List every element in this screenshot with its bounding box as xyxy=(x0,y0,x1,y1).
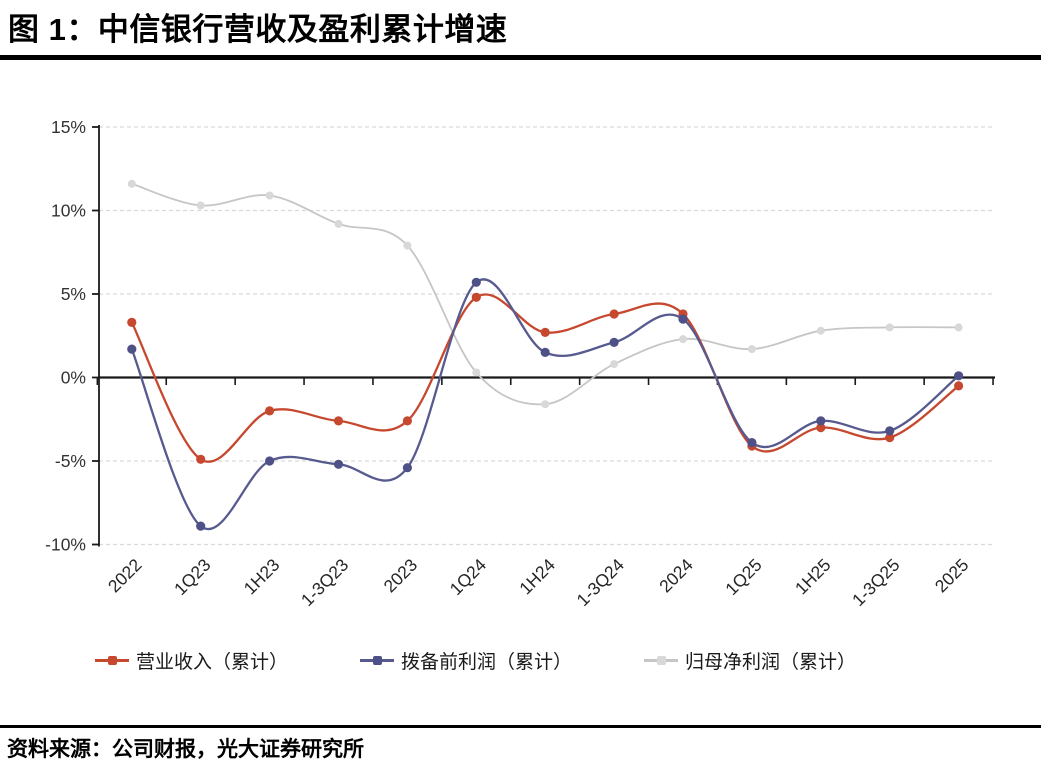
data-point-marker-s2 xyxy=(403,241,412,250)
data-point-marker-s2 xyxy=(885,323,894,332)
data-point-marker-s1 xyxy=(333,459,344,469)
data-point-marker-s0 xyxy=(885,433,895,443)
data-point-marker-s2 xyxy=(816,326,825,335)
x-tick-label: 1Q23 xyxy=(170,555,214,599)
y-tick-label: -10% xyxy=(45,535,86,555)
data-point-marker-s2 xyxy=(127,179,136,188)
y-tick-label: -5% xyxy=(55,451,86,471)
data-point-marker-s2 xyxy=(196,201,205,210)
legend-label-revenue: 营业收入（累计） xyxy=(136,652,289,673)
x-tick-label: 2024 xyxy=(655,555,697,597)
data-point-marker-s1 xyxy=(127,344,137,354)
legend-item-net-profit: 归母净利润（累计） xyxy=(644,647,856,674)
data-point-marker-s1 xyxy=(540,347,550,357)
x-tick-label: 1-3Q24 xyxy=(573,555,629,611)
data-point-marker-s0 xyxy=(265,406,275,416)
source-note: 资料来源：公司财报，光大证券研究所 xyxy=(7,738,364,761)
data-point-marker-s0 xyxy=(402,416,412,426)
x-tick-label: 1Q25 xyxy=(721,555,765,599)
data-point-marker-s2 xyxy=(541,400,550,409)
x-tick-label: 1Q24 xyxy=(446,554,491,599)
y-tick-label: 5% xyxy=(61,284,86,304)
data-point-marker-s1 xyxy=(196,521,206,531)
data-point-marker-s2 xyxy=(610,360,619,369)
legend-marker-ppop-icon xyxy=(360,656,395,665)
data-point-marker-s1 xyxy=(678,314,688,324)
data-point-marker-s1 xyxy=(954,371,964,381)
x-tick-label: 2023 xyxy=(380,555,422,597)
legend-label-ppop: 拨备前利润（累计） xyxy=(401,652,573,673)
series-line-0 xyxy=(130,293,960,463)
page-title: 图 1：中信银行营收及盈利累计增速 xyxy=(8,12,508,47)
data-point-marker-s0 xyxy=(609,309,619,319)
data-point-marker-s1 xyxy=(816,416,826,426)
series-line-1 xyxy=(130,278,960,531)
legend-marker-revenue-icon xyxy=(95,656,129,665)
x-tick-label: 1H25 xyxy=(791,555,835,599)
data-point-marker-s0 xyxy=(540,327,550,337)
y-tick-label: 10% xyxy=(51,201,86,221)
data-point-marker-s0 xyxy=(196,454,206,464)
data-point-marker-s2 xyxy=(265,191,274,200)
y-tick-label: 0% xyxy=(61,368,86,388)
data-point-marker-s2 xyxy=(679,335,687,344)
data-point-marker-s0 xyxy=(127,317,137,327)
x-tick-label: 2025 xyxy=(931,555,973,597)
legend-item-ppop: 拨备前利润（累计） xyxy=(360,647,572,674)
data-point-marker-s0 xyxy=(471,292,481,302)
data-point-marker-s2 xyxy=(334,219,343,228)
data-point-marker-s2 xyxy=(472,368,481,377)
data-point-marker-s1 xyxy=(747,438,757,448)
data-point-marker-s1 xyxy=(402,463,412,473)
y-tick-label: 15% xyxy=(51,117,86,137)
data-point-marker-s1 xyxy=(609,337,619,347)
data-point-marker-s0 xyxy=(954,381,964,391)
x-tick-label: 1-3Q25 xyxy=(848,555,903,610)
data-point-marker-s1 xyxy=(471,277,481,287)
data-point-marker-s1 xyxy=(885,426,895,436)
legend-marker-net-profit-icon xyxy=(644,656,679,665)
legend-item-revenue: 营业收入（累计） xyxy=(95,647,288,674)
chart-legend: 营业收入（累计） 拨备前利润（累计） 归母净利润（累计） xyxy=(95,647,856,674)
data-point-marker-s1 xyxy=(265,456,275,466)
x-tick-label: 1H23 xyxy=(240,555,284,599)
title-divider xyxy=(0,55,1041,60)
data-point-marker-s0 xyxy=(333,416,344,426)
legend-label-net-profit: 归母净利润（累计） xyxy=(685,652,857,673)
data-point-marker-s0 xyxy=(816,423,826,433)
x-tick-label: 1-3Q23 xyxy=(297,555,352,610)
data-point-marker-s2 xyxy=(954,323,963,332)
data-point-marker-s2 xyxy=(747,345,756,354)
source-divider xyxy=(0,725,1041,728)
x-tick-label: 2022 xyxy=(104,555,146,597)
x-tick-label: 1H24 xyxy=(515,555,559,599)
